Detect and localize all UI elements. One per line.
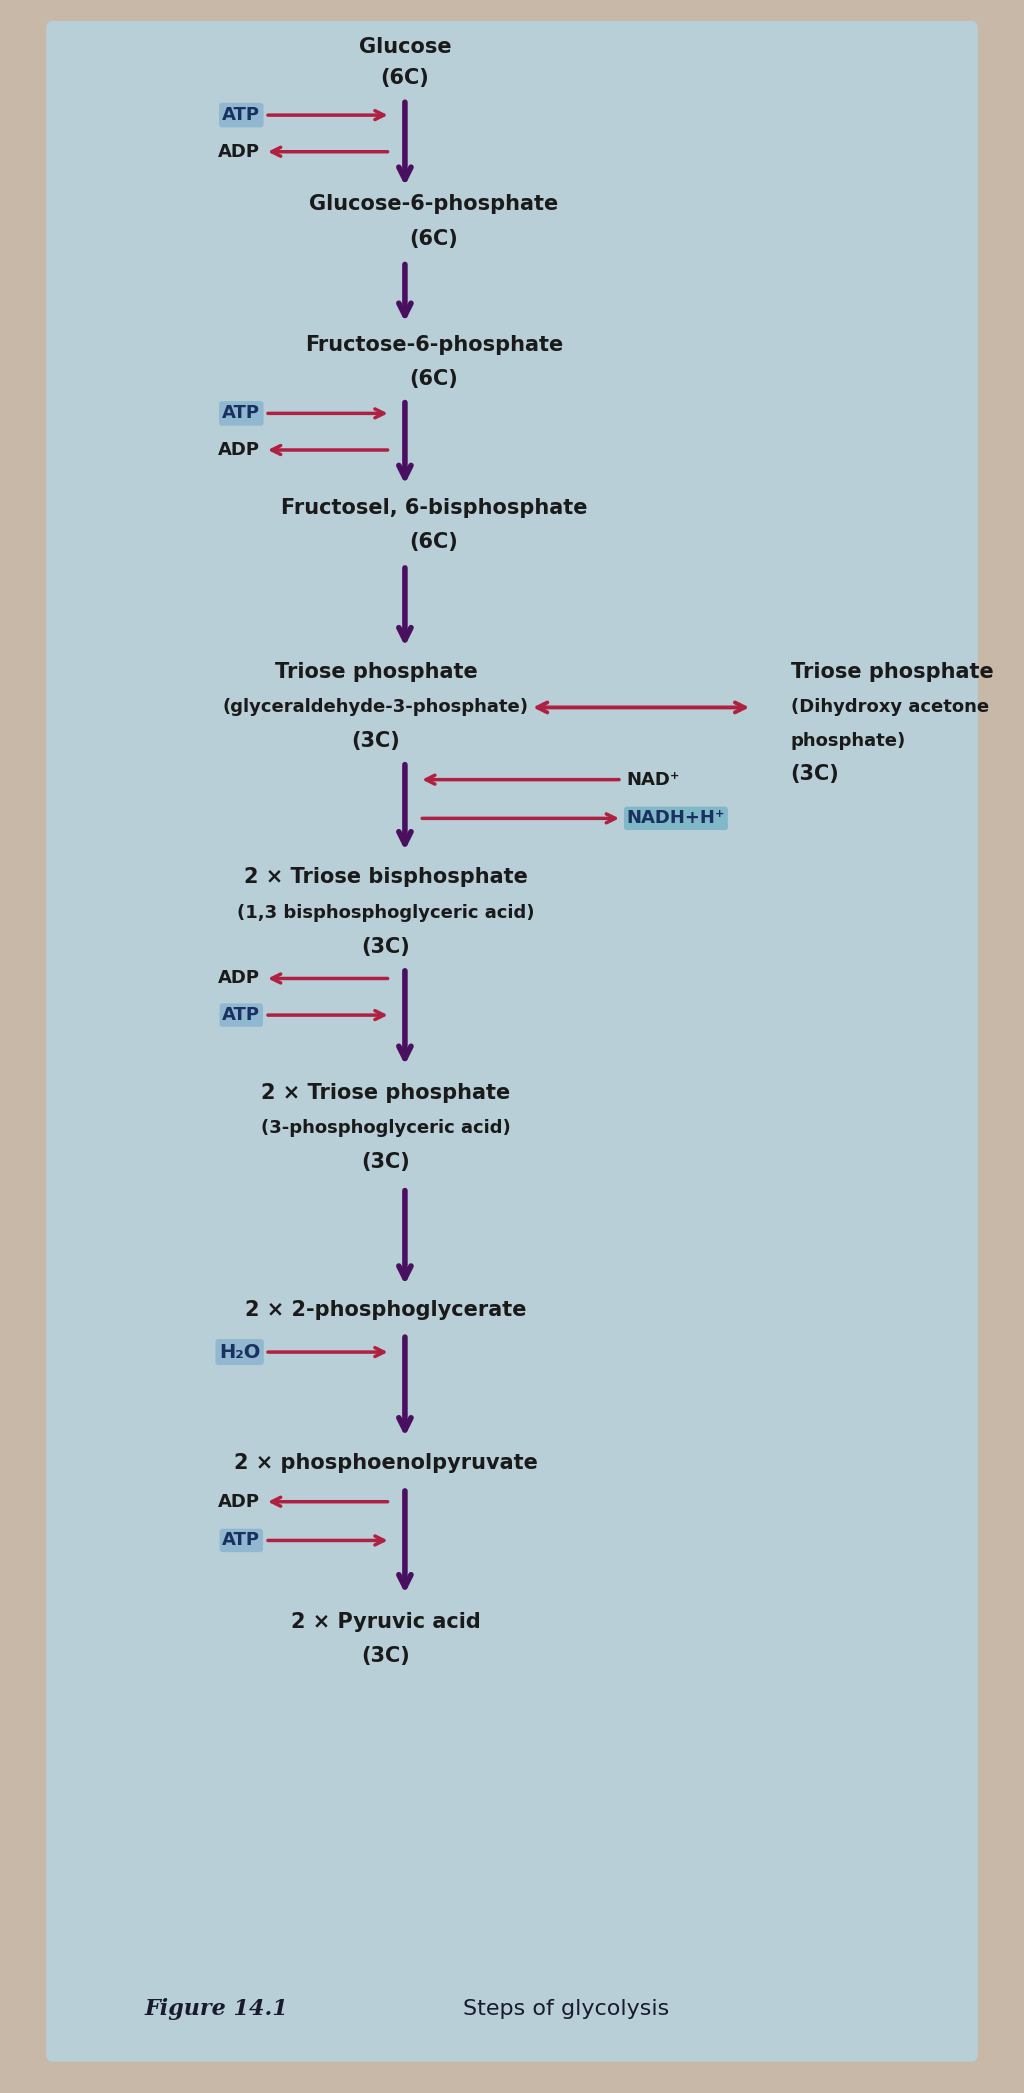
Text: Steps of glycolysis: Steps of glycolysis bbox=[463, 1999, 669, 2020]
Text: 2 × 2-phosphoglycerate: 2 × 2-phosphoglycerate bbox=[245, 1300, 526, 1321]
Text: (6C): (6C) bbox=[381, 69, 429, 88]
Text: ATP: ATP bbox=[222, 1532, 260, 1549]
Text: Fructose-6-phosphate: Fructose-6-phosphate bbox=[305, 335, 563, 356]
Text: (1,3 bisphosphoglyceric acid): (1,3 bisphosphoglyceric acid) bbox=[237, 904, 535, 921]
Text: 2 × phosphoenolpyruvate: 2 × phosphoenolpyruvate bbox=[233, 1453, 538, 1473]
Text: Triose phosphate: Triose phosphate bbox=[274, 661, 477, 682]
Text: (3C): (3C) bbox=[361, 1151, 410, 1172]
Text: 2 × Triose bisphosphate: 2 × Triose bisphosphate bbox=[244, 867, 527, 887]
Text: Glucose: Glucose bbox=[358, 38, 452, 57]
Text: (3C): (3C) bbox=[361, 938, 410, 957]
Text: Fructosel, 6-bisphosphate: Fructosel, 6-bisphosphate bbox=[281, 498, 587, 517]
Text: NAD⁺: NAD⁺ bbox=[627, 770, 680, 789]
Text: (6C): (6C) bbox=[410, 228, 458, 249]
Text: 2 × Triose phosphate: 2 × Triose phosphate bbox=[261, 1082, 510, 1103]
Text: phosphate): phosphate) bbox=[791, 733, 906, 749]
Text: ATP: ATP bbox=[222, 404, 260, 423]
Text: ADP: ADP bbox=[218, 142, 260, 161]
Text: (3C): (3C) bbox=[361, 1645, 410, 1666]
Text: 2 × Pyruvic acid: 2 × Pyruvic acid bbox=[291, 1612, 480, 1633]
Text: Figure 14.1: Figure 14.1 bbox=[144, 1999, 289, 2020]
Text: ATP: ATP bbox=[222, 1007, 260, 1023]
Text: NADH+H⁺: NADH+H⁺ bbox=[627, 810, 725, 827]
Text: (3C): (3C) bbox=[791, 764, 840, 785]
Text: (3C): (3C) bbox=[351, 730, 400, 751]
Text: H₂O: H₂O bbox=[219, 1342, 260, 1363]
Text: (glyceraldehyde-3-phosphate): (glyceraldehyde-3-phosphate) bbox=[223, 699, 529, 716]
Text: ADP: ADP bbox=[218, 969, 260, 988]
Text: (6C): (6C) bbox=[410, 368, 458, 389]
Text: (Dihydroxy acetone: (Dihydroxy acetone bbox=[791, 699, 989, 716]
Text: Glucose-6-phosphate: Glucose-6-phosphate bbox=[309, 195, 558, 213]
Text: ADP: ADP bbox=[218, 1492, 260, 1511]
Text: (6C): (6C) bbox=[410, 532, 458, 553]
Text: (3-phosphoglyceric acid): (3-phosphoglyceric acid) bbox=[261, 1120, 511, 1136]
Text: Triose phosphate: Triose phosphate bbox=[791, 661, 993, 682]
Text: ATP: ATP bbox=[222, 107, 260, 123]
Text: ADP: ADP bbox=[218, 442, 260, 458]
